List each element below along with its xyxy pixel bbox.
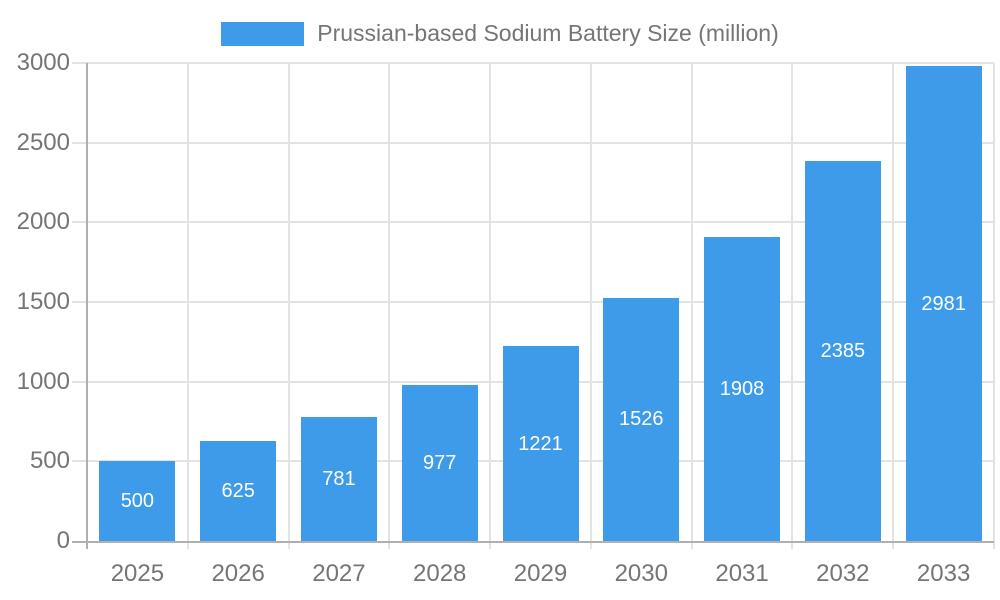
y-axis-tick-label: 500 <box>29 447 70 475</box>
x-gridline <box>287 63 290 549</box>
bar-value-label: 1221 <box>518 432 563 455</box>
x-axis-tick-label: 2032 <box>816 560 870 587</box>
bar-2029: 1221 <box>502 346 579 541</box>
bar-2025: 500 <box>99 461 176 541</box>
x-gridline <box>791 63 794 549</box>
bar-2032: 2385 <box>804 160 881 541</box>
x-axis-tick-label: 2026 <box>211 560 265 587</box>
bar-value-label: 977 <box>423 452 457 475</box>
bar-value-label: 1526 <box>619 408 664 431</box>
x-axis-tick-label: 2033 <box>916 560 971 587</box>
bar-value-label: 625 <box>221 480 255 503</box>
bar-2033: 2981 <box>905 66 982 541</box>
x-axis-tick-label: 2030 <box>614 560 668 587</box>
x-gridline <box>892 63 895 549</box>
x-axis-tick-label: 2028 <box>413 560 467 587</box>
legend-series-label: Prussian-based Sodium Battery Size (mill… <box>317 20 779 46</box>
x-gridline <box>186 63 189 549</box>
y-axis-tick-label: 2000 <box>16 208 70 236</box>
y-axis-line <box>86 63 88 549</box>
y-axis-tick-label: 0 <box>56 527 70 554</box>
bar-value-label: 781 <box>322 467 356 490</box>
bar-2027: 781 <box>300 416 377 541</box>
bar-value-label: 1908 <box>719 377 765 400</box>
y-axis-tick-label: 2500 <box>16 128 70 156</box>
y-axis-tick-label: 3000 <box>16 49 70 76</box>
x-gridline <box>589 63 592 549</box>
x-axis-tick-label: 2025 <box>110 560 165 587</box>
legend-swatch-icon <box>221 21 305 46</box>
x-axis-line <box>72 541 994 543</box>
bar-2031: 1908 <box>704 236 781 541</box>
y-gridline <box>72 221 994 224</box>
x-axis-tick-label: 2031 <box>715 560 769 587</box>
y-gridline <box>72 301 994 303</box>
y-axis-tick-label: 1500 <box>16 288 70 315</box>
bar-2028: 977 <box>401 385 478 541</box>
x-axis-tick-label: 2029 <box>513 560 568 587</box>
x-gridline <box>489 63 492 549</box>
y-gridline <box>72 141 994 144</box>
x-gridline <box>388 63 391 549</box>
bar-value-label: 500 <box>120 490 155 513</box>
bar-2030: 1526 <box>603 297 680 541</box>
x-axis-tick-label: 2027 <box>312 560 366 587</box>
y-gridline <box>72 62 994 64</box>
bar-value-label: 2981 <box>921 292 966 315</box>
x-gridline <box>690 63 693 549</box>
bar-value-label: 2385 <box>820 339 866 362</box>
chart-legend: Prussian-based Sodium Battery Size (mill… <box>0 20 1000 47</box>
x-gridline <box>993 63 995 549</box>
bar-2026: 625 <box>200 441 277 541</box>
y-axis-tick-label: 1000 <box>16 367 70 395</box>
